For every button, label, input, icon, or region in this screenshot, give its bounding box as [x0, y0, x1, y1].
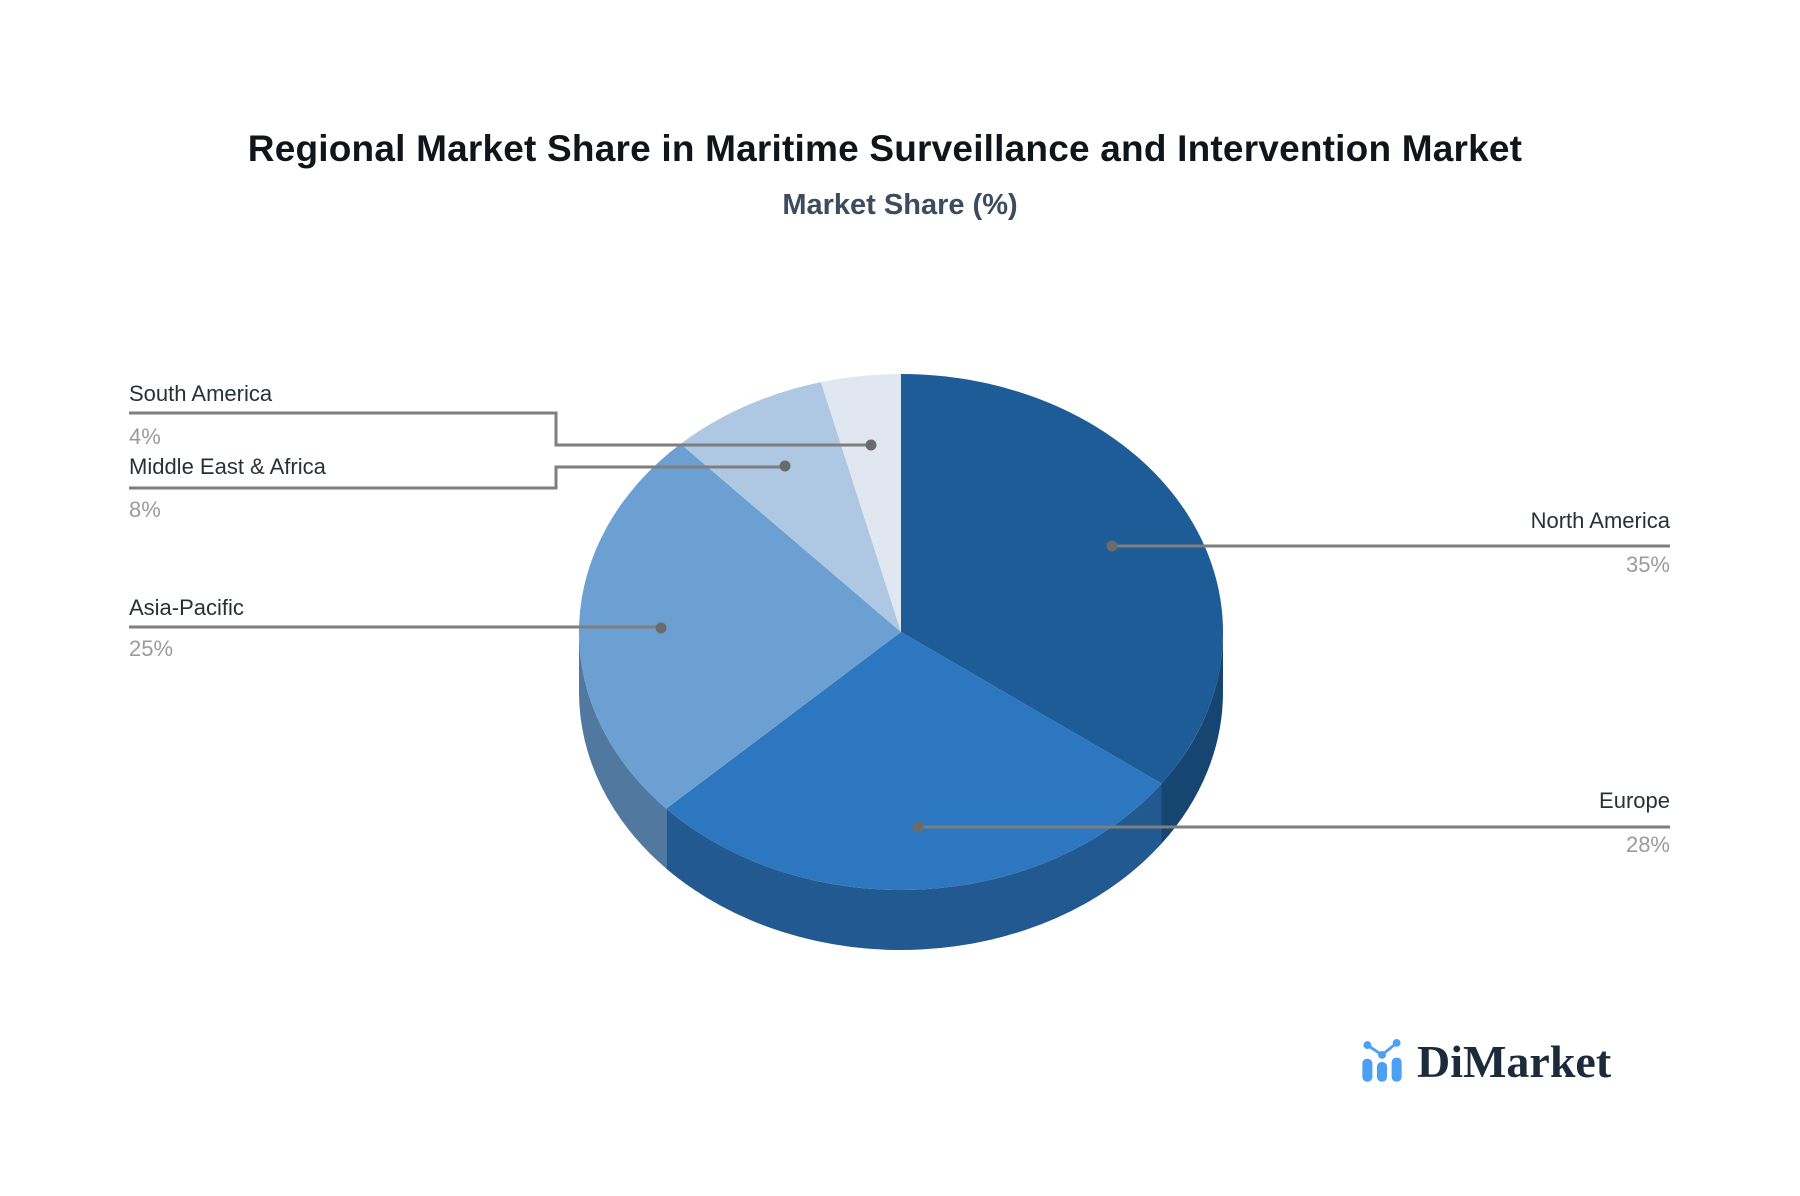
brand-name: DiMarket — [1417, 1036, 1612, 1087]
callout-value: 4% — [129, 424, 161, 449]
leader-dot-north-america — [1106, 540, 1118, 552]
leader-dot-middle-east-africa — [779, 460, 791, 472]
callout-north-america-pct: 35% — [1626, 552, 1670, 578]
callout-asia-pacific: Asia-Pacific — [129, 595, 244, 621]
callout-value: 28% — [1625, 832, 1670, 857]
callout-value: 35% — [1625, 552, 1670, 577]
bar-line-chart-icon — [1362, 1038, 1402, 1082]
callout-label: Middle East & Africa — [129, 454, 326, 479]
callout-middle-east-africa: Middle East & Africa — [129, 454, 326, 480]
leader-line-south-america — [129, 411, 871, 447]
leader-dot-south-america — [865, 439, 877, 451]
callout-europe: Europe — [1599, 788, 1670, 814]
pie-slice-side-europe — [666, 783, 1162, 950]
leader-dot-europe — [912, 821, 924, 833]
callout-value: 8% — [129, 497, 161, 522]
callout-label: North America — [1530, 508, 1670, 533]
callout-label: Asia-Pacific — [129, 595, 244, 620]
callout-middle-east-africa-pct: 8% — [129, 497, 161, 523]
callout-label: Europe — [1599, 788, 1670, 813]
leader-dot-asia-pacific — [655, 622, 667, 634]
callout-europe-pct: 28% — [1626, 832, 1670, 858]
leader-line-middle-east-africa — [129, 465, 785, 490]
pie-slice-south-america — [820, 374, 901, 632]
callout-south-america-pct: 4% — [129, 424, 161, 450]
pie-slice-north-america — [901, 374, 1224, 784]
chart-subtitle: Market Share (%) — [782, 189, 1018, 221]
pie-slice-side-north-america — [1161, 632, 1223, 844]
callout-asia-pacific-pct: 25% — [129, 636, 173, 662]
callout-north-america: North America — [1531, 508, 1670, 534]
pie-slice-side-asia-pacific — [579, 632, 667, 869]
chart-title: Regional Market Share in Maritime Survei… — [247, 128, 1523, 169]
brand-logo: DiMarket — [1358, 1033, 1611, 1091]
pie-slice-asia-pacific — [578, 443, 901, 809]
callout-value: 25% — [129, 636, 174, 661]
callout-label: South America — [129, 381, 273, 406]
callout-south-america: South America — [129, 381, 272, 407]
